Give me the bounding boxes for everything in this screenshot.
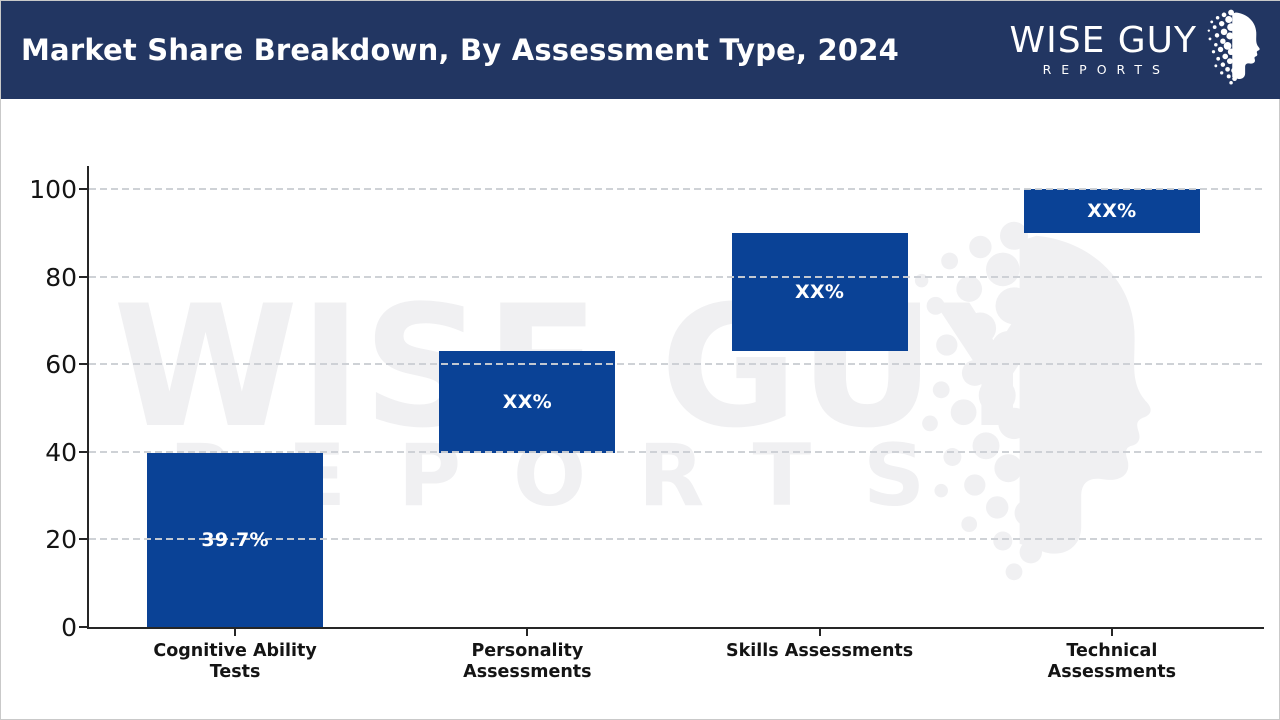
logo-reports-text: REPORTS (1042, 62, 1170, 77)
x-tick-mark (1110, 629, 1113, 636)
y-tick-label: 60 (45, 350, 77, 380)
header: Market Share Breakdown, By Assessment Ty… (1, 1, 1280, 99)
bar-label: XX% (795, 280, 845, 303)
gridline (89, 275, 1264, 278)
bar (731, 232, 908, 352)
x-tick-mark (234, 629, 237, 636)
y-tick-mark (79, 275, 88, 278)
bar-label-box: XX% (732, 233, 908, 351)
bar-label: XX% (1087, 199, 1137, 222)
gridline (89, 450, 1264, 453)
x-tick-mark (526, 629, 529, 636)
bar-label-box: XX% (439, 351, 615, 453)
y-tick-mark (79, 188, 88, 190)
y-tick-mark (79, 450, 88, 453)
logo-head-icon (1201, 9, 1267, 91)
bar-label: 39.7% (201, 529, 269, 552)
bar-label: XX% (502, 391, 552, 414)
y-tick-mark (79, 626, 88, 628)
logo-text: WISE GUY REPORTS (1009, 20, 1198, 78)
bar-label-box: XX% (1024, 189, 1200, 233)
brand-logo: WISE GUY REPORTS (1010, 7, 1268, 93)
y-axis-line (87, 166, 89, 629)
x-tick-mark (818, 629, 821, 636)
logo-wordmark: WISE GUY (1009, 20, 1197, 61)
x-category-label: Technical Assessments (1047, 641, 1177, 683)
x-category-label: Skills Assessments (726, 641, 914, 661)
y-tick-label: 100 (29, 175, 77, 204)
page-title: Market Share Breakdown, By Assessment Ty… (21, 33, 900, 67)
bar-label-box: 39.7% (147, 453, 323, 627)
y-tick-mark (79, 538, 88, 541)
gridline (89, 363, 1264, 366)
y-tick-mark (79, 363, 88, 366)
gridline (89, 538, 1264, 541)
bar (1023, 189, 1200, 233)
y-tick-label: 20 (45, 525, 77, 555)
x-category-label: Cognitive Ability Tests (153, 641, 317, 683)
x-category-label: Personality Assessments (463, 641, 592, 683)
x-axis-line (87, 627, 1264, 629)
gridline (89, 188, 1264, 190)
y-tick-label: 40 (45, 437, 77, 467)
y-tick-label: 80 (45, 262, 77, 292)
y-tick-label: 0 (61, 613, 77, 642)
bar (439, 351, 616, 454)
